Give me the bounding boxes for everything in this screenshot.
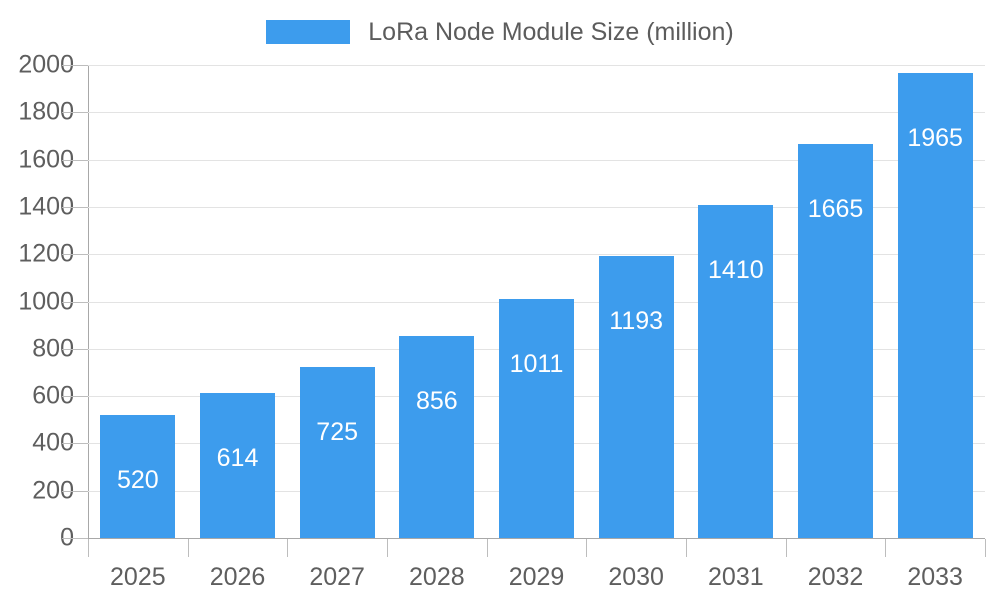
- gridline: [88, 206, 985, 208]
- y-axis-tick-mark: [62, 490, 88, 492]
- x-axis-tick-mark: [786, 539, 787, 557]
- bar-value-label: 1965: [907, 124, 963, 153]
- bar-2030[interactable]: 1193: [598, 255, 674, 538]
- y-axis-tick-mark: [62, 301, 88, 303]
- x-axis-tick-mark: [287, 539, 288, 557]
- y-axis-tick-label: 400: [32, 428, 74, 457]
- x-axis-tick-mark: [586, 539, 587, 557]
- x-axis-tick-mark: [885, 539, 886, 557]
- x-axis-tick-label-2029: 2029: [508, 563, 565, 591]
- x-axis-tick-label-2027: 2027: [309, 563, 365, 591]
- bar-2032[interactable]: 1665: [798, 144, 873, 538]
- y-axis-tick-label: 600: [32, 381, 74, 410]
- bar-value-label: 725: [316, 417, 359, 446]
- bar-value-label: 856: [415, 386, 458, 415]
- y-axis-tick-label: 200: [32, 476, 74, 505]
- y-axis-tick-label: 1800: [18, 97, 74, 126]
- x-axis-tick-mark: [188, 539, 189, 557]
- bar-2031[interactable]: 1410: [698, 204, 774, 538]
- bar-2026[interactable]: 614: [200, 392, 275, 538]
- x-axis-tick-label-2033: 2033: [907, 563, 963, 591]
- y-axis-tick-mark: [62, 159, 88, 161]
- y-axis-tick-mark: [62, 254, 88, 256]
- y-axis-tick-label: 800: [32, 334, 74, 363]
- y-axis-tick-mark: [62, 348, 88, 350]
- bar-value-label: 1410: [708, 255, 764, 284]
- y-axis-tick-mark: [62, 538, 88, 539]
- x-axis-tick-label-2031: 2031: [708, 563, 764, 591]
- bar-value-label: 1665: [807, 195, 864, 224]
- y-axis-tick-mark: [62, 396, 88, 398]
- gridline: [88, 159, 985, 161]
- gridline: [88, 65, 985, 66]
- bar-2025[interactable]: 520: [100, 415, 176, 538]
- chart-legend: LoRa Node Module Size (million): [0, 14, 1000, 50]
- bar-value-label: 614: [216, 443, 259, 472]
- y-axis-tick-label: 1000: [18, 287, 74, 315]
- x-axis-tick-mark: [985, 539, 986, 557]
- bar-2027[interactable]: 725: [299, 366, 375, 538]
- y-axis-tick-label: 1400: [18, 192, 74, 221]
- plot-area: 520 614 725 856 1011 1193 1410 1665 1965: [88, 65, 985, 538]
- bar-value-label: 1193: [609, 306, 664, 335]
- x-axis-tick-mark: [487, 539, 488, 557]
- bar-value-label: 1011: [509, 349, 564, 378]
- y-axis-tick-mark: [62, 65, 88, 66]
- y-axis-tick-label: 0: [60, 523, 74, 552]
- x-axis-tick-label-2025: 2025: [110, 563, 166, 591]
- x-axis-line: [62, 538, 985, 539]
- gridline: [88, 112, 985, 114]
- y-axis-tick-mark: [62, 112, 88, 114]
- y-axis-tick-mark: [62, 443, 88, 445]
- bar-value-label: 520: [116, 466, 159, 495]
- y-axis-tick-mark: [62, 206, 88, 208]
- legend-label-lora-node-module-size[interactable]: LoRa Node Module Size (million): [368, 17, 734, 46]
- bar-2028[interactable]: 856: [399, 335, 475, 538]
- x-axis-tick-mark: [88, 539, 89, 557]
- x-axis-tick-label-2030: 2030: [608, 563, 664, 591]
- x-axis-tick-mark: [387, 539, 388, 557]
- gridline: [88, 254, 985, 256]
- y-axis-tick-label: 1600: [18, 145, 74, 174]
- bar-2029[interactable]: 1011: [499, 298, 574, 538]
- legend-swatch-lora-node-module-size[interactable]: [266, 20, 351, 44]
- x-axis-tick-label-2032: 2032: [807, 563, 864, 591]
- x-axis-tick-label-2026: 2026: [209, 563, 266, 591]
- x-axis-tick-mark: [686, 539, 687, 557]
- y-axis-tick-label: 1200: [18, 239, 74, 268]
- x-axis-tick-label-2028: 2028: [409, 563, 465, 591]
- y-axis-tick-label: 2000: [18, 50, 74, 79]
- bar-2033[interactable]: 1965: [897, 73, 973, 538]
